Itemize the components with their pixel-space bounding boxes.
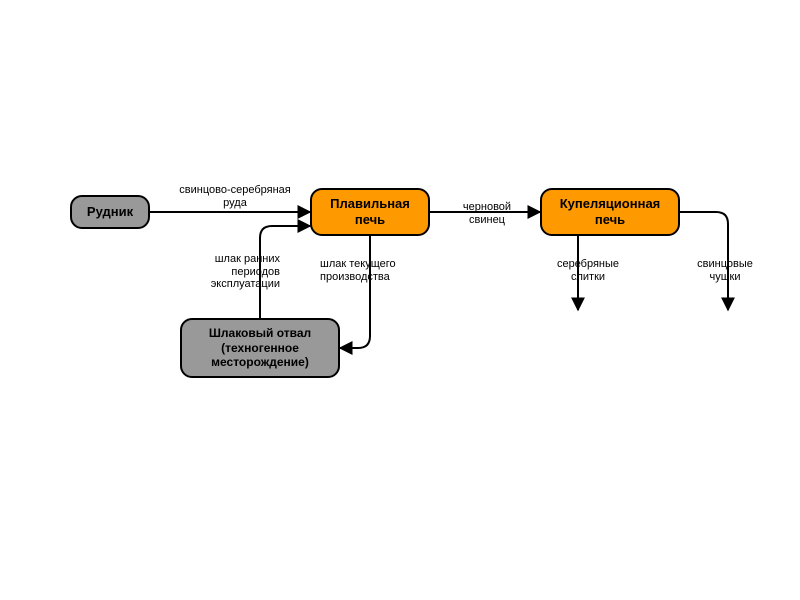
edges-layer [0, 0, 800, 600]
node-cupel-label: Купеляционная печь [550, 196, 670, 227]
node-cupel: Купеляционная печь [540, 188, 680, 236]
node-slagdump: Шлаковый отвал (техногенное месторождени… [180, 318, 340, 378]
node-smelter-label: Плавильная печь [320, 196, 420, 227]
label-silver: серебряные слитки [548, 258, 628, 283]
node-mine: Рудник [70, 195, 150, 229]
label-lead: свинцовые чушки [690, 258, 760, 283]
diagram-canvas: Рудник Плавильная печь Купеляционная печ… [0, 0, 800, 600]
node-mine-label: Рудник [87, 204, 133, 220]
label-slag-curr: шлак текущего производства [320, 258, 415, 283]
label-slag-early: шлак ранних периодов эксплуатации [185, 253, 280, 291]
node-slagdump-label: Шлаковый отвал (техногенное месторождени… [190, 326, 330, 369]
edge-smelter-slagdump [340, 236, 370, 348]
label-crude: черновой свинец [448, 201, 526, 226]
label-ore: свинцово-серебряная руда [170, 184, 300, 209]
node-smelter: Плавильная печь [310, 188, 430, 236]
